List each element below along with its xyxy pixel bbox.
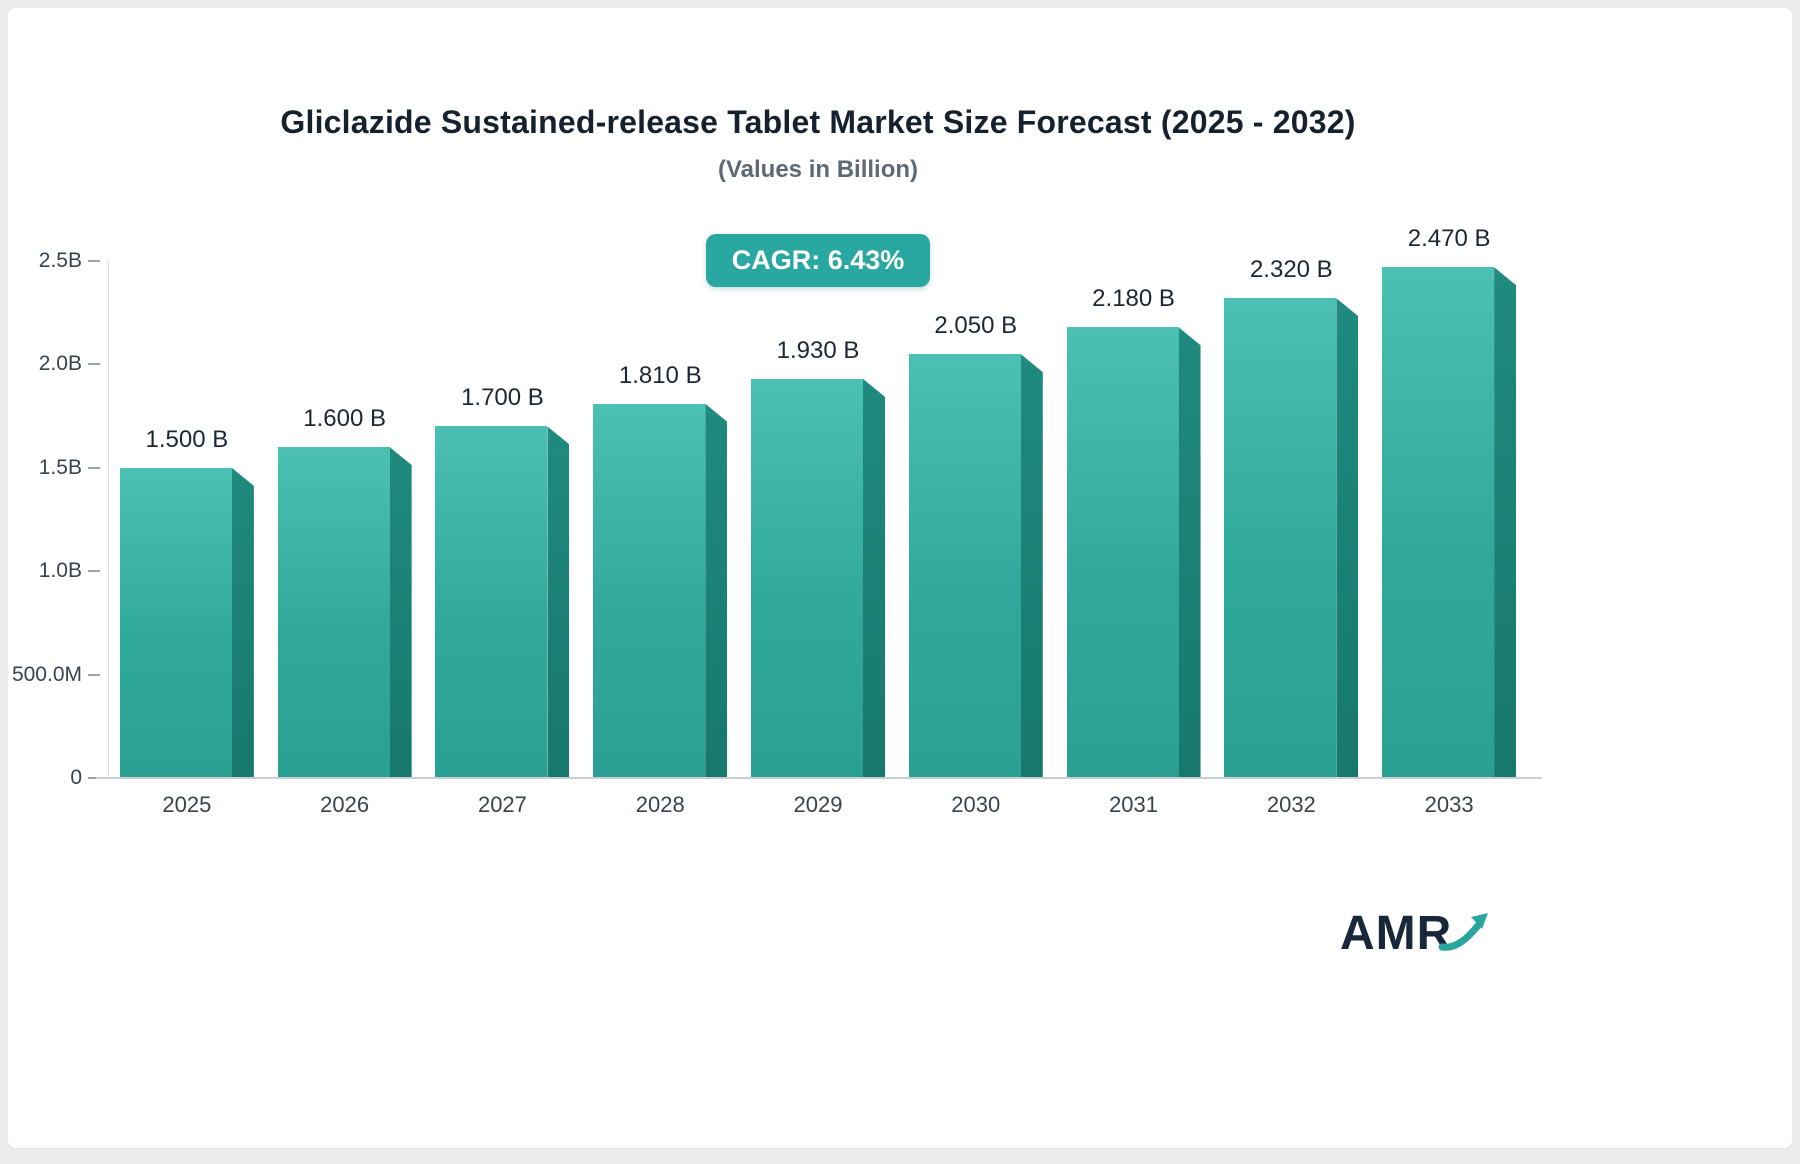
x-tick-label: 2025 [162, 792, 212, 817]
y-tick-mark [88, 570, 100, 573]
bar-side-face [389, 447, 412, 778]
cagr-badge-wrap: CAGR: 6.43% [8, 234, 1628, 287]
bar-group: 2.320 B [1224, 256, 1359, 778]
bar-side-face [1494, 267, 1517, 778]
x-axis-labels: 2025 2026 2027 2028 2029 2030 2031 2032 2033 [108, 778, 1528, 822]
chart-card: Gliclazide Sustained-release Tablet Mark… [8, 8, 1792, 1148]
bar-group: 1.700 B [435, 261, 570, 778]
bar-side-face [1336, 298, 1359, 778]
y-tick-mark [88, 777, 100, 779]
bar-value-label: 1.700 B [461, 384, 544, 412]
bar-value-label: 2.470 B [1407, 225, 1491, 253]
bar-side-face [547, 426, 570, 778]
amr-logo-text: AMR [1340, 907, 1453, 960]
bar-value-label: 1.600 B [303, 405, 387, 433]
bar-group: 1.500 B [119, 261, 254, 778]
bar [1066, 327, 1179, 778]
bar-side-face [231, 467, 254, 778]
bar [435, 426, 548, 778]
bar [1224, 298, 1337, 778]
bar [751, 378, 863, 778]
x-tick-label: 2030 [951, 792, 1001, 817]
bar-group: 2.050 B [908, 261, 1043, 778]
y-tick-mark [88, 363, 100, 366]
y-tick-mark [88, 260, 100, 262]
bar-value-label: 1.930 B [776, 336, 860, 364]
bar-side-face [863, 378, 885, 778]
bar-value-label: 2.050 B [934, 312, 1018, 340]
bar-group: 2.470 B [1382, 225, 1517, 778]
bar-group: 1.810 B [593, 261, 728, 778]
y-tick-mark [88, 673, 100, 676]
bar-group: 2.180 B [1066, 261, 1201, 778]
logo-arrow-icon [1438, 912, 1489, 951]
amr-logo: AMR [1340, 906, 1490, 961]
x-tick-label: 2028 [635, 792, 685, 817]
bar [908, 354, 1021, 778]
bar [119, 467, 232, 778]
bar [1382, 267, 1495, 778]
bar [593, 403, 706, 778]
bar [277, 447, 390, 778]
y-tick-label: 0 [70, 766, 82, 789]
y-tick-label: 2.5B [38, 249, 82, 272]
chart-subtitle: (Values in Billion) [717, 156, 919, 183]
bar-side-face [1020, 354, 1043, 778]
bar-value-label: 2.320 B [1249, 256, 1333, 284]
y-tick-mark [88, 466, 100, 469]
x-tick-label: 2032 [1266, 792, 1316, 817]
cagr-badge: CAGR: 6.43% [705, 234, 931, 287]
bar-chart: 0 500.0M 1.0B 1.5B 2.0B 2.5B 1.500 B 1.600 B 1.… [12, 225, 1542, 817]
x-tick-label: 2027 [477, 792, 527, 817]
bar-group: 1.930 B [751, 261, 885, 778]
y-axis: 0 500.0M 1.0B 1.5B 2.0B 2.5B [8, 249, 104, 789]
x-tick-label: 2033 [1424, 792, 1474, 817]
y-tick-label: 500.0M [11, 662, 82, 686]
x-tick-label: 2029 [793, 792, 843, 817]
y-tick-label: 2.0B [38, 352, 82, 376]
bar-value-label: 1.810 B [618, 361, 702, 389]
bar-value-label: 2.180 B [1092, 285, 1175, 313]
y-tick-label: 1.0B [38, 559, 82, 583]
bar-value-label: 1.500 B [145, 425, 229, 453]
x-tick-label: 2026 [320, 792, 370, 817]
bar-group: 1.600 B [277, 261, 412, 778]
x-axis-line [96, 777, 1542, 779]
x-tick-label: 2031 [1109, 792, 1159, 817]
bar-side-face [705, 403, 728, 778]
chart-title: Gliclazide Sustained-release Tablet Mark… [280, 104, 1356, 140]
y-axis-line [108, 261, 109, 778]
bar-side-face [1178, 327, 1201, 778]
y-tick-label: 1.5B [38, 455, 82, 479]
